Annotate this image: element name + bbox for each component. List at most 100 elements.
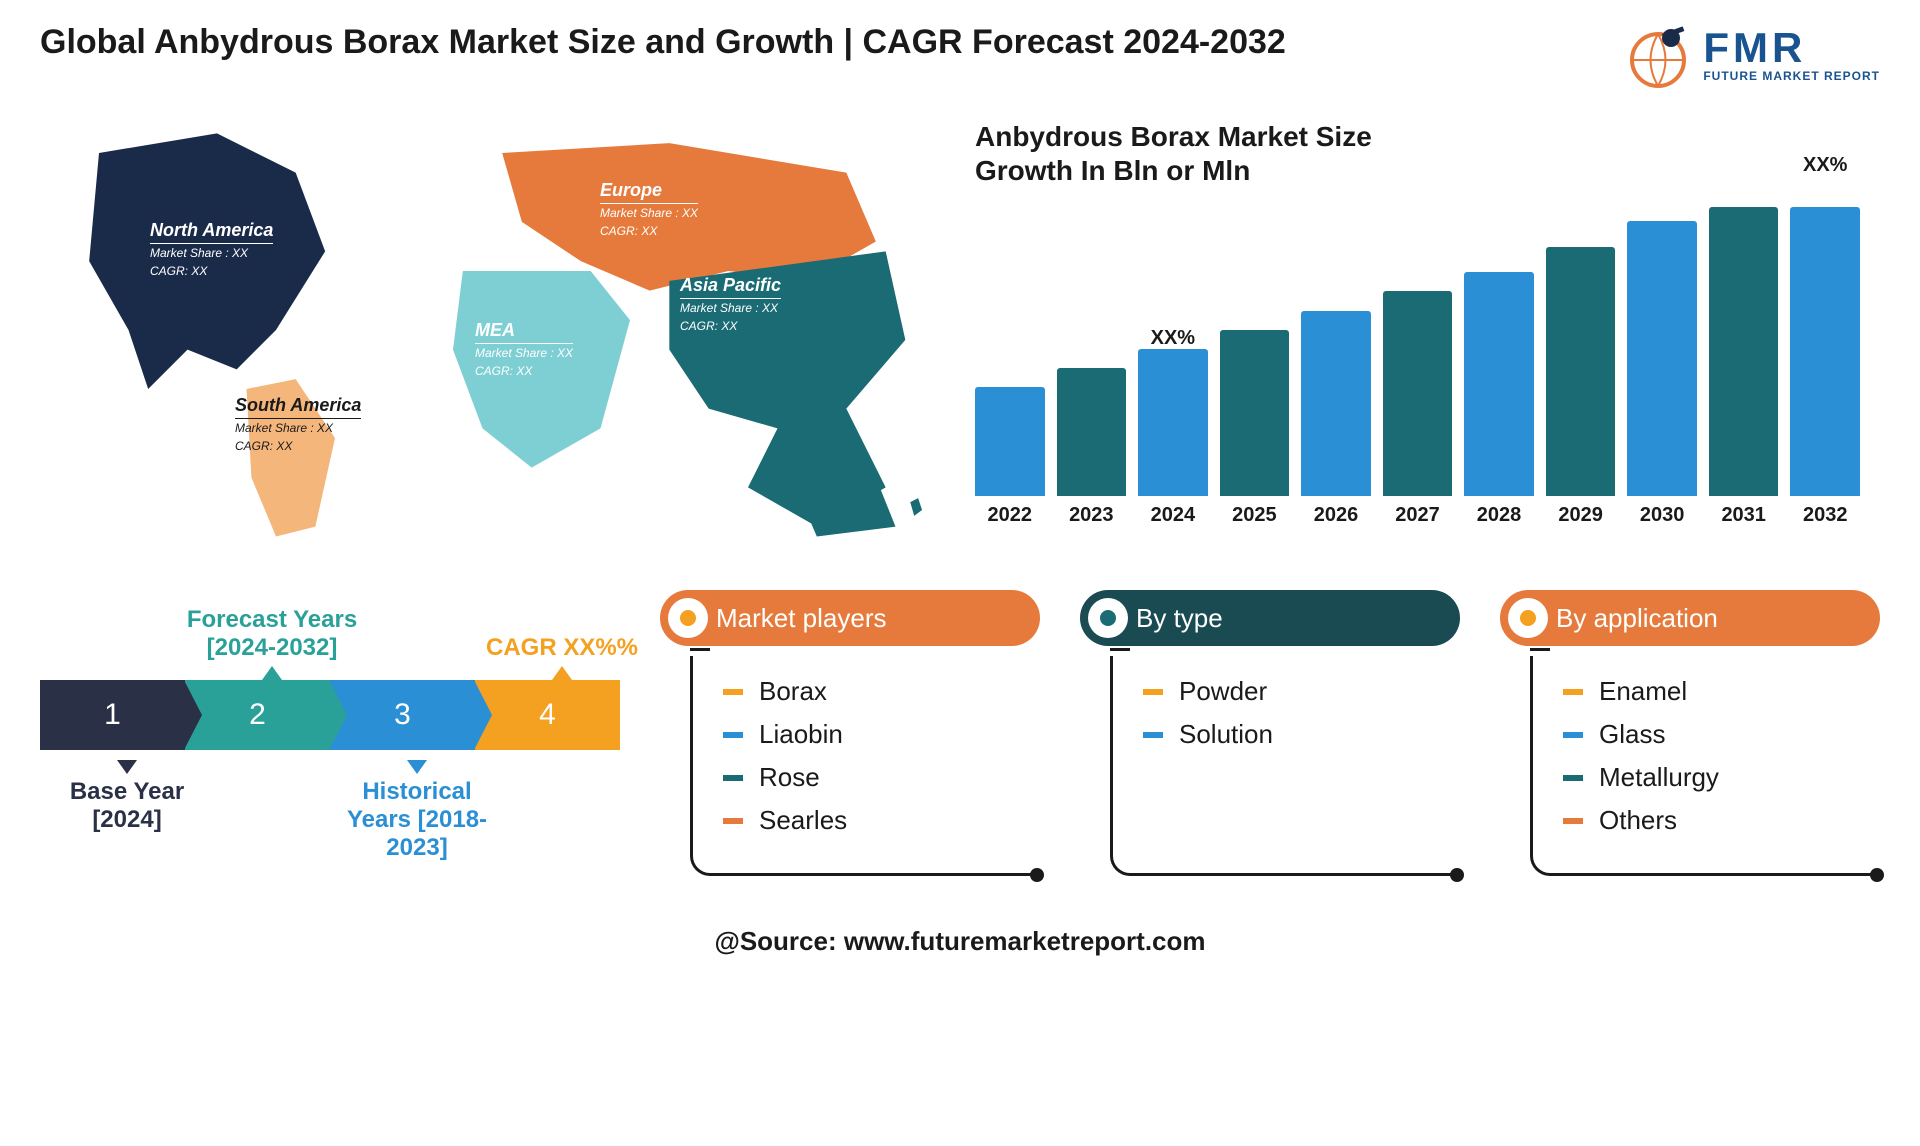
bar	[1709, 207, 1779, 496]
logo-abbr: FMR	[1703, 27, 1880, 69]
region-cagr: CAGR: XX	[680, 317, 781, 333]
region-cagr: CAGR: XX	[150, 262, 273, 278]
category-header: By type	[1080, 590, 1460, 646]
tick-icon	[1563, 732, 1583, 738]
bar	[1790, 207, 1860, 496]
logo-subtitle: FUTURE MARKET REPORT	[1703, 69, 1880, 83]
region-share: Market Share : XX	[150, 243, 273, 260]
category-item: Searles	[723, 805, 1030, 836]
tick-icon	[723, 689, 743, 695]
category-item: Enamel	[1563, 676, 1870, 707]
tick-icon	[1563, 689, 1583, 695]
timeline-label: CAGR XX%%	[475, 634, 649, 680]
category-by-type: By type Powder Solution	[1080, 590, 1460, 876]
bar-group: 2022	[975, 207, 1045, 527]
bar-group: 2023	[1057, 207, 1127, 527]
bar-year-label: 2024	[1151, 504, 1196, 527]
bar	[1627, 221, 1697, 496]
category-item: Powder	[1143, 676, 1450, 707]
globe-telescope-icon	[1623, 20, 1693, 90]
page-title: Global Anbydrous Borax Market Size and G…	[40, 20, 1286, 64]
bar-group: 2028	[1464, 207, 1534, 527]
bar-chart: Anbydrous Borax Market Size Growth In Bl…	[955, 110, 1880, 550]
category-header: By application	[1500, 590, 1880, 646]
region-label: North America	[150, 220, 273, 241]
bar-year-label: 2022	[988, 504, 1033, 527]
region-cagr: CAGR: XX	[235, 437, 361, 453]
category-item-text: Liaobin	[759, 719, 843, 750]
region-share: Market Share : XX	[475, 343, 573, 360]
timeline: Forecast Years [2024-2032]CAGR XX%% 1234…	[40, 590, 620, 876]
bar-group: 2027	[1383, 207, 1453, 527]
tick-icon	[1143, 732, 1163, 738]
world-map: North America Market Share : XX CAGR: XX…	[40, 110, 925, 550]
category-item: Metallurgy	[1563, 762, 1870, 793]
tick-icon	[1563, 818, 1583, 824]
bar-year-label: 2030	[1640, 504, 1685, 527]
timeline-label: Historical Years [2018-2023]	[330, 760, 504, 862]
bar-group: 2026	[1301, 207, 1371, 527]
category-by-application: By application Enamel Glass Metallurgy Other…	[1500, 590, 1880, 876]
region-label: Asia Pacific	[680, 275, 781, 296]
region-share: Market Share : XX	[235, 418, 361, 435]
timeline-segment: 1	[40, 680, 185, 750]
category-item: Liaobin	[723, 719, 1030, 750]
tick-icon	[1563, 775, 1583, 781]
bar	[1057, 368, 1127, 496]
bar-year-label: 2023	[1069, 504, 1114, 527]
category-item: Glass	[1563, 719, 1870, 750]
category-market-players: Market players Borax Liaobin Rose Searles	[660, 590, 1040, 876]
region-share: Market Share : XX	[680, 298, 781, 315]
bar-group: 2025	[1220, 207, 1290, 527]
region-south-america: South America Market Share : XX CAGR: XX	[235, 395, 361, 453]
category-item-text: Metallurgy	[1599, 762, 1719, 793]
bar-year-label: 2027	[1395, 504, 1440, 527]
bar-annotation: XX%	[1803, 154, 1847, 177]
bar	[1138, 349, 1208, 496]
tick-icon	[723, 732, 743, 738]
bar-group: 2029	[1546, 207, 1616, 527]
region-europe: Europe Market Share : XX CAGR: XX	[600, 180, 698, 238]
timeline-segment: 4	[475, 680, 620, 750]
category-item-text: Rose	[759, 762, 820, 793]
bar	[975, 387, 1045, 496]
region-cagr: CAGR: XX	[600, 222, 698, 238]
bar	[1464, 272, 1534, 496]
timeline-label: Forecast Years [2024-2032]	[185, 606, 359, 680]
chart-title: Anbydrous Borax Market Size Growth In Bl…	[975, 120, 1375, 187]
source-attribution: @Source: www.futuremarketreport.com	[40, 926, 1880, 957]
category-item-text: Searles	[759, 805, 847, 836]
region-label: MEA	[475, 320, 573, 341]
bar-year-label: 2025	[1232, 504, 1277, 527]
category-item: Borax	[723, 676, 1030, 707]
category-header: Market players	[660, 590, 1040, 646]
tick-icon	[1143, 689, 1163, 695]
region-north-america: North America Market Share : XX CAGR: XX	[150, 220, 273, 278]
bar-year-label: 2031	[1721, 504, 1766, 527]
category-item-text: Glass	[1599, 719, 1665, 750]
category-item: Rose	[723, 762, 1030, 793]
category-item-text: Enamel	[1599, 676, 1687, 707]
bar	[1383, 291, 1453, 496]
fmr-logo: FMR FUTURE MARKET REPORT	[1623, 20, 1880, 90]
category-item: Solution	[1143, 719, 1450, 750]
region-mea: MEA Market Share : XX CAGR: XX	[475, 320, 573, 378]
region-label: South America	[235, 395, 361, 416]
timeline-segment: 2	[185, 680, 330, 750]
category-bracket: Powder Solution	[1110, 656, 1460, 876]
region-label: Europe	[600, 180, 698, 201]
tick-icon	[723, 818, 743, 824]
bar-group: XX%2032	[1790, 207, 1860, 527]
bar-year-label: 2026	[1314, 504, 1359, 527]
category-item: Others	[1563, 805, 1870, 836]
category-item-text: Solution	[1179, 719, 1273, 750]
bar	[1301, 311, 1371, 497]
category-item-text: Borax	[759, 676, 827, 707]
bar-year-label: 2029	[1558, 504, 1603, 527]
bar-annotation: XX%	[1151, 327, 1195, 350]
category-bracket: Borax Liaobin Rose Searles	[690, 656, 1040, 876]
bar-group: XX% 2024	[1138, 207, 1208, 527]
region-asia-pacific: Asia Pacific Market Share : XX CAGR: XX	[680, 275, 781, 333]
bar	[1546, 247, 1616, 497]
bar	[1220, 330, 1290, 496]
